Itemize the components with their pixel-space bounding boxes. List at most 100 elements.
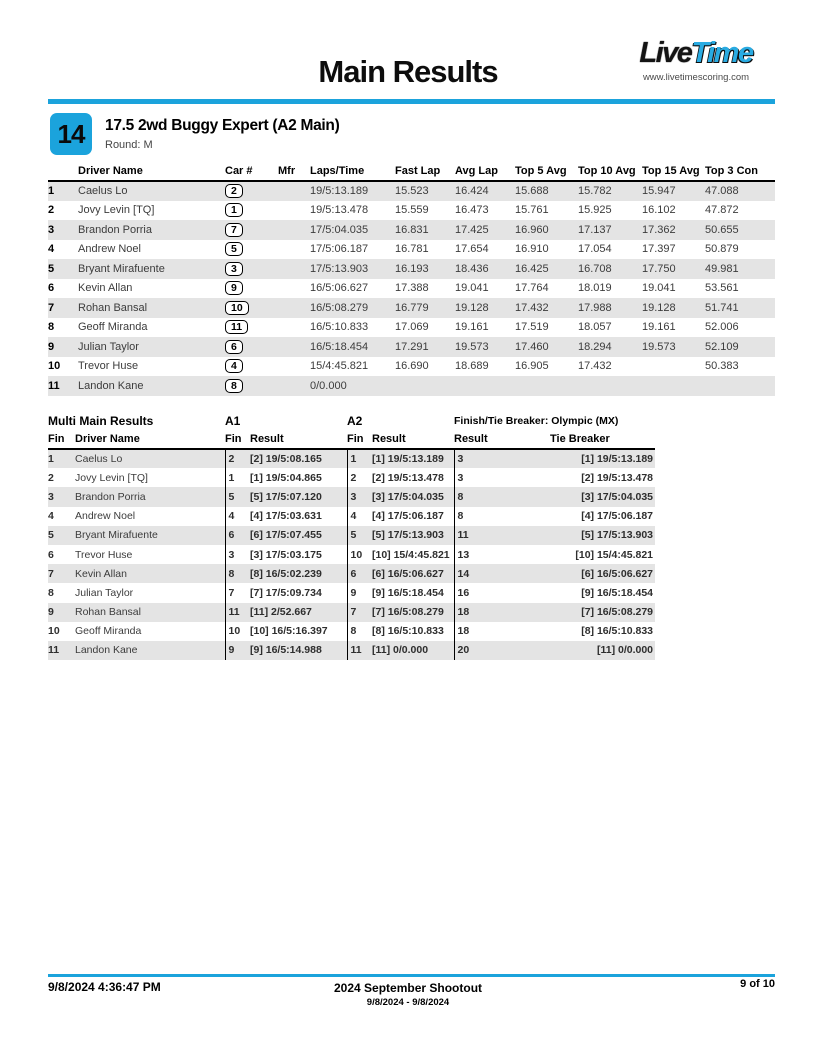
cell-position: 6 bbox=[48, 282, 55, 295]
cell-driver-name: Geoff Miranda bbox=[75, 625, 142, 638]
cell-a1-result: [6] 17/5:07.455 bbox=[250, 529, 322, 542]
cell-tie-breaker: [1] 19/5:13.189 bbox=[581, 453, 654, 466]
cell-a2-result: [7] 16/5:08.279 bbox=[372, 606, 444, 619]
cell-top5-avg: 17.764 bbox=[515, 282, 549, 295]
cell-top15-avg: 16.102 bbox=[642, 204, 676, 217]
cell-top10-avg: 16.708 bbox=[578, 262, 612, 275]
cell-fast-lap: 16.690 bbox=[395, 360, 429, 373]
col-tie-breaker: Tie Breaker bbox=[550, 430, 656, 450]
cell-finish-result: 18 bbox=[453, 621, 550, 641]
cell-a1-fin: 5 bbox=[224, 487, 250, 507]
cell-fast-lap: 16.831 bbox=[395, 223, 429, 236]
cell-finish-position: 5 bbox=[48, 529, 54, 542]
table-row: 3 Brandon Porria 7 17/5:04.035 16.831 17… bbox=[48, 220, 775, 240]
cell-top3-con: 50.383 bbox=[705, 360, 739, 373]
livetime-logo: LiveTime www.livetimescoring.com bbox=[615, 37, 777, 83]
cell-driver-name: Geoff Miranda bbox=[78, 321, 148, 334]
cell-avg-lap: 18.689 bbox=[455, 360, 489, 373]
cell-mfr bbox=[278, 357, 310, 377]
cell-a2-result: [3] 17/5:04.035 bbox=[372, 490, 444, 503]
cell-mfr bbox=[278, 201, 310, 221]
table-row: 1 Caelus Lo 2 19/5:13.189 15.523 16.424 … bbox=[48, 181, 775, 201]
cell-car-number: 7 bbox=[225, 220, 278, 240]
race-number-badge: 14 bbox=[50, 113, 92, 155]
cell-finish-result: 14 bbox=[453, 564, 550, 584]
group-a1-label: A1 bbox=[225, 414, 241, 428]
cell-top5-avg: 16.960 bbox=[515, 223, 549, 236]
cell-driver-name: Caelus Lo bbox=[78, 185, 128, 198]
cell-a1-fin: 11 bbox=[224, 602, 250, 622]
group-finish-tiebreaker-label: Finish/Tie Breaker: Olympic (MX) bbox=[454, 415, 619, 427]
table-row: 11 Landon Kane 8 0/0.000 bbox=[48, 376, 775, 396]
cell-avg-lap: 16.473 bbox=[455, 204, 489, 217]
cell-finish-position: 9 bbox=[48, 606, 54, 619]
col-pos bbox=[48, 162, 78, 182]
cell-top15-avg: 19.041 bbox=[642, 282, 676, 295]
cell-top15-avg: 15.947 bbox=[642, 185, 676, 198]
cell-top5-avg: 15.761 bbox=[515, 204, 549, 217]
cell-finish-position: 6 bbox=[48, 548, 54, 561]
cell-avg-lap: 19.161 bbox=[455, 321, 489, 334]
col-fast-lap: Fast Lap bbox=[395, 162, 455, 182]
multi-main-results-table: Multi Main Results A1 A2 Finish/Tie Brea… bbox=[48, 412, 656, 661]
cell-mfr bbox=[278, 376, 310, 396]
cell-a2-fin: 9 bbox=[346, 583, 372, 603]
cell-tie-breaker: [9] 16/5:18.454 bbox=[581, 586, 654, 599]
cell-finish-result: 20 bbox=[453, 640, 550, 661]
table-row: 8 Geoff Miranda 11 16/5:10.833 17.069 19… bbox=[48, 318, 775, 338]
cell-a2-fin: 4 bbox=[346, 506, 372, 526]
cell-top3-con: 50.655 bbox=[705, 223, 739, 236]
table-row: 4 Andrew Noel 4 [4] 17/5:03.631 4 [4] 17… bbox=[48, 506, 655, 526]
main-results-table: Driver Name Car # Mfr Laps/Time Fast Lap… bbox=[48, 162, 775, 396]
cell-mfr bbox=[278, 279, 310, 299]
cell-mfr bbox=[278, 240, 310, 260]
cell-driver-name: Jovy Levin [TQ] bbox=[75, 471, 148, 484]
cell-a1-result: [7] 17/5:09.734 bbox=[250, 586, 322, 599]
cell-top3-con: 49.981 bbox=[705, 262, 739, 275]
cell-tie-breaker: [11] 0/0.000 bbox=[596, 644, 654, 657]
cell-avg-lap bbox=[455, 376, 515, 396]
cell-finish-position: 4 bbox=[48, 510, 54, 523]
cell-tie-breaker: [8] 16/5:10.833 bbox=[581, 625, 654, 638]
col-a1-result: Result bbox=[250, 430, 347, 450]
cell-a2-result: [11] 0/0.000 bbox=[372, 644, 429, 657]
cell-a2-result: [5] 17/5:13.903 bbox=[372, 529, 444, 542]
table-row: 4 Andrew Noel 5 17/5:06.187 16.781 17.65… bbox=[48, 240, 775, 260]
cell-position: 4 bbox=[48, 243, 55, 256]
cell-laps-time: 16/5:10.833 bbox=[310, 321, 369, 334]
cell-top3-con: 51.741 bbox=[705, 301, 739, 314]
cell-position: 8 bbox=[48, 321, 55, 334]
cell-position: 3 bbox=[48, 223, 55, 236]
cell-a2-result: [2] 19/5:13.478 bbox=[372, 471, 444, 484]
main-table-body: 1 Caelus Lo 2 19/5:13.189 15.523 16.424 … bbox=[48, 181, 775, 396]
footer-printed-datetime: 9/8/2024 4:36:47 PM bbox=[48, 980, 161, 994]
cell-finish-result: 8 bbox=[453, 506, 550, 526]
cell-car-number: 8 bbox=[225, 376, 278, 396]
table-row: 7 Rohan Bansal 10 16/5:08.279 16.779 19.… bbox=[48, 298, 775, 318]
cell-laps-time: 17/5:06.187 bbox=[310, 243, 369, 256]
cell-position: 5 bbox=[48, 262, 55, 275]
cell-mfr bbox=[278, 298, 310, 318]
cell-fast-lap: 15.523 bbox=[395, 185, 429, 198]
cell-avg-lap: 19.041 bbox=[455, 282, 489, 295]
cell-laps-time: 16/5:06.627 bbox=[310, 282, 369, 295]
table-row: 5 Bryant Mirafuente 6 [6] 17/5:07.455 5 … bbox=[48, 525, 656, 545]
table-row: 11 Landon Kane 9 [9] 16/5:14.988 11 [11]… bbox=[48, 640, 656, 661]
table-row: 10 Trevor Huse 4 15/4:45.821 16.690 18.6… bbox=[48, 357, 775, 377]
col-laps-time: Laps/Time bbox=[310, 162, 395, 182]
col-mfr: Mfr bbox=[278, 162, 310, 182]
cell-top10-avg bbox=[578, 376, 642, 396]
cell-top15-avg: 19.573 bbox=[642, 340, 676, 353]
cell-driver-name: Kevin Allan bbox=[75, 567, 127, 580]
cell-car-number: 11 bbox=[225, 318, 278, 338]
cell-car-number: 6 bbox=[225, 337, 278, 357]
cell-finish-result: 13 bbox=[453, 544, 550, 565]
cell-car-number: 5 bbox=[225, 240, 278, 260]
group-a2-label: A2 bbox=[347, 414, 363, 428]
car-number-badge: 2 bbox=[225, 184, 243, 199]
cell-top3-con: 52.109 bbox=[705, 340, 739, 353]
cell-top15-avg bbox=[642, 357, 705, 377]
cell-top5-avg: 15.688 bbox=[515, 185, 549, 198]
cell-tie-breaker: [7] 16/5:08.279 bbox=[581, 606, 654, 619]
car-number-badge: 8 bbox=[225, 378, 243, 393]
